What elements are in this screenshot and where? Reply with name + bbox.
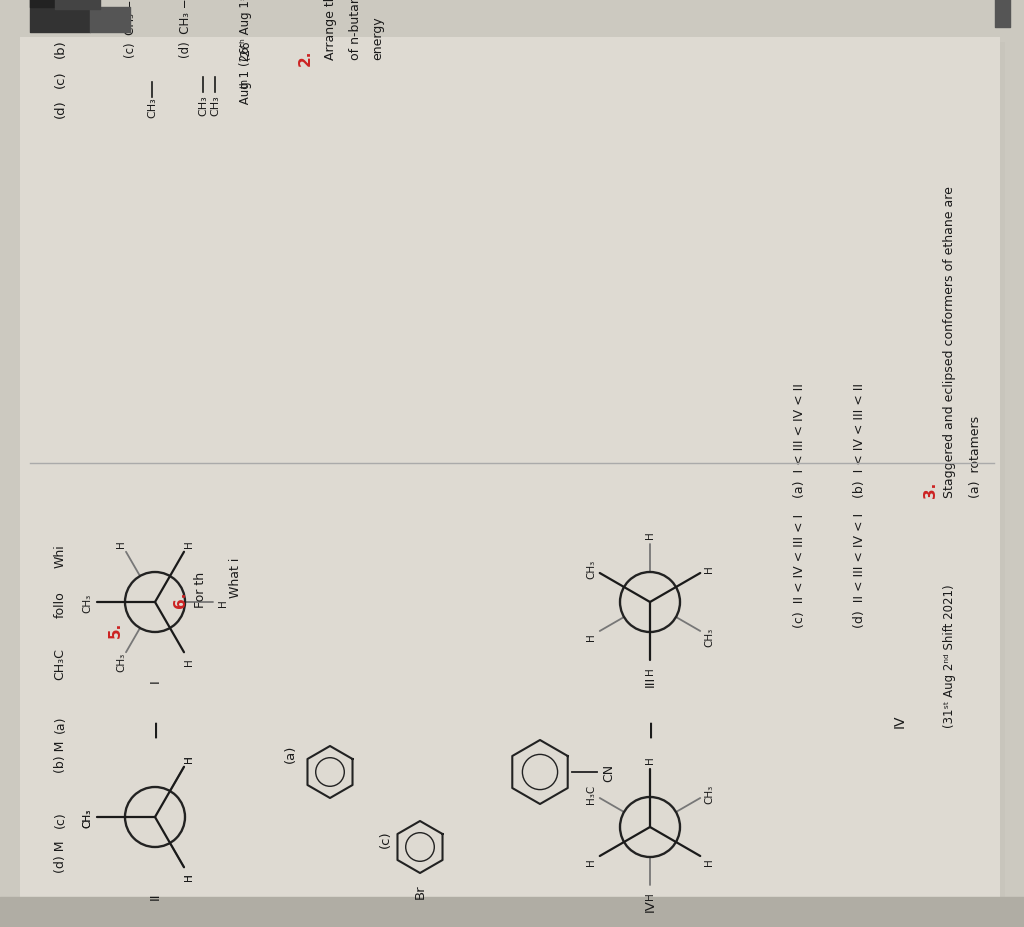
Text: Arrange the following conformational isomers: Arrange the following conformational iso…: [324, 0, 337, 60]
Text: of n-butane in order of their increasing potential: of n-butane in order of their increasing…: [348, 0, 361, 60]
Text: (31ˢᵗ Aug 2ⁿᵈ Shift 2021): (31ˢᵗ Aug 2ⁿᵈ Shift 2021): [943, 584, 956, 727]
Text: CH₃: CH₃: [82, 807, 92, 827]
Text: II: II: [148, 891, 162, 899]
Text: (26ᵗʰ Aug 1ˢᵗ Shift 2021): (26ᵗʰ Aug 1ˢᵗ Shift 2021): [239, 0, 252, 66]
Text: H: H: [645, 891, 655, 899]
Text: (a)  I < III < IV < II: (a) I < III < IV < II: [794, 383, 807, 498]
Text: CH₃: CH₃: [82, 807, 92, 827]
Text: H: H: [645, 530, 655, 539]
Text: (c): (c): [53, 810, 67, 827]
Text: CH₃: CH₃: [703, 627, 714, 646]
Text: (c): (c): [379, 830, 391, 847]
Text: (c): (c): [53, 70, 67, 88]
Text: CH₃: CH₃: [116, 652, 126, 671]
Text: (b) M: (b) M: [53, 740, 67, 772]
Text: H: H: [184, 872, 194, 880]
Text: (a): (a): [284, 743, 297, 762]
Text: 2.: 2.: [298, 49, 312, 66]
Text: (26: (26: [239, 41, 252, 60]
Text: H: H: [116, 540, 126, 548]
Text: H: H: [703, 857, 714, 865]
Text: (d)  II < III < IV < I: (d) II < III < IV < I: [853, 513, 866, 628]
Text: (c)  CH₃ − C − CH₂ − Br: (c) CH₃ − C − CH₂ − Br: [124, 0, 136, 57]
Text: th: th: [240, 78, 250, 88]
Text: 6.: 6.: [172, 591, 187, 607]
Text: H₃C: H₃C: [586, 783, 596, 803]
Text: H: H: [184, 540, 194, 548]
Text: Aug 1: Aug 1: [239, 70, 252, 108]
Text: (b): (b): [53, 39, 67, 57]
Text: (a)  rotamers: (a) rotamers: [969, 415, 981, 498]
Text: −: −: [638, 717, 662, 738]
Text: IV: IV: [893, 714, 907, 727]
Text: H: H: [184, 755, 194, 762]
Text: CH₃: CH₃: [198, 95, 208, 116]
Text: (d): (d): [53, 99, 67, 118]
Text: H: H: [184, 755, 194, 762]
Text: CH₃: CH₃: [586, 559, 596, 578]
Text: H: H: [184, 657, 194, 665]
Text: CH₃: CH₃: [210, 95, 220, 116]
Text: (d) M: (d) M: [53, 840, 67, 872]
Text: I: I: [148, 679, 162, 682]
Text: H: H: [184, 872, 194, 880]
Text: CH₃: CH₃: [147, 97, 157, 119]
Text: CH₃: CH₃: [703, 783, 714, 803]
Text: Staggered and eclipsed conformers of ethane are: Staggered and eclipsed conformers of eth…: [943, 186, 956, 498]
Text: For th: For th: [194, 571, 207, 607]
Text: H: H: [703, 565, 714, 572]
Text: IV: IV: [643, 898, 656, 911]
Text: (b)  I < IV < III < II: (b) I < IV < III < II: [853, 383, 866, 498]
Text: III: III: [643, 675, 656, 686]
Text: CH₃C: CH₃C: [53, 647, 67, 679]
Text: What i: What i: [228, 557, 242, 597]
Text: H: H: [645, 756, 655, 763]
Text: (a): (a): [53, 715, 67, 732]
Text: CH₃: CH₃: [82, 592, 92, 612]
Text: 3.: 3.: [923, 481, 938, 498]
Text: CN: CN: [602, 763, 615, 781]
Text: H: H: [645, 667, 655, 674]
Text: Br: Br: [414, 883, 427, 898]
Text: energy: energy: [372, 17, 384, 60]
Text: H: H: [586, 632, 596, 641]
Text: (c)  II < IV < III < I: (c) II < IV < III < I: [794, 514, 807, 628]
Text: −: −: [143, 717, 167, 738]
Text: follo: follo: [53, 590, 67, 617]
Text: (d)  CH₃ − C − Br: (d) CH₃ − C − Br: [178, 0, 191, 57]
Text: H: H: [218, 599, 228, 606]
Text: H: H: [586, 857, 596, 865]
Text: 5.: 5.: [108, 621, 123, 638]
Text: Whi: Whi: [53, 543, 67, 567]
